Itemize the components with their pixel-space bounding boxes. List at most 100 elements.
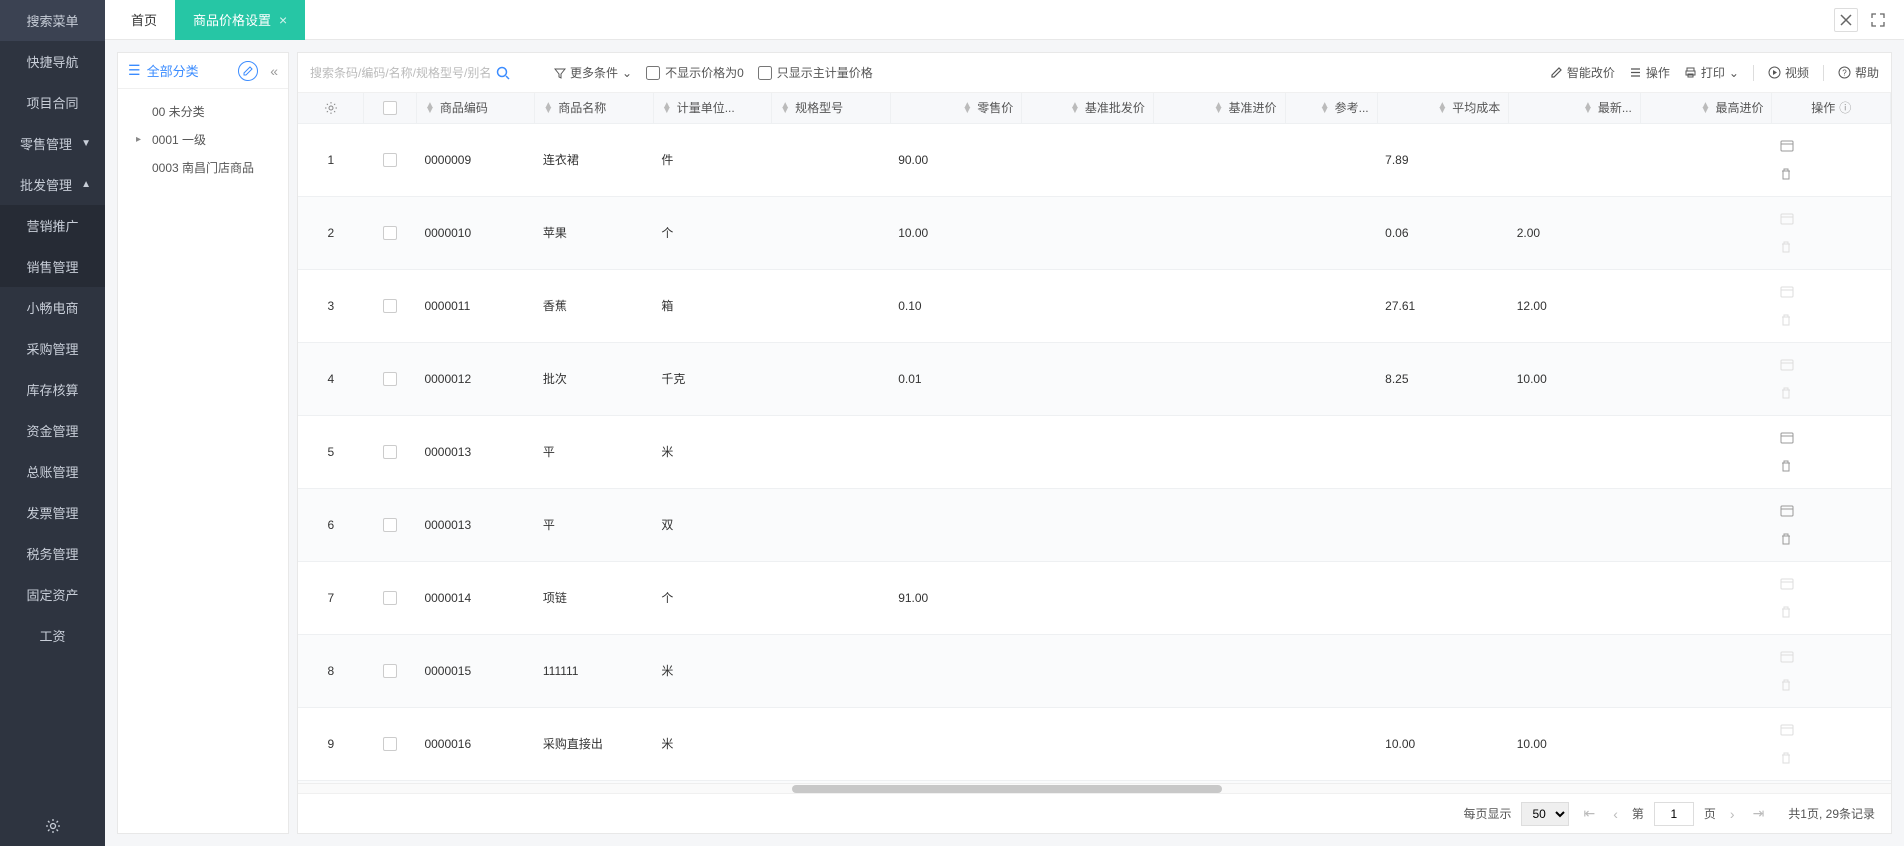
row-checkbox[interactable] xyxy=(383,445,397,459)
sidebar-item-0[interactable]: 搜索菜单 xyxy=(0,0,105,41)
search-icon[interactable] xyxy=(496,66,510,80)
sidebar-item-10[interactable]: 资金管理 xyxy=(0,410,105,451)
column-settings-icon[interactable] xyxy=(324,101,338,115)
cell-base_whole xyxy=(1022,196,1154,269)
close-all-tabs-button[interactable] xyxy=(1834,8,1858,32)
row-checkbox[interactable] xyxy=(383,299,397,313)
sidebar-item-14[interactable]: 固定资产 xyxy=(0,574,105,615)
search-input[interactable] xyxy=(310,66,496,80)
row-checkbox[interactable] xyxy=(383,372,397,386)
table-row[interactable]: 30000011香蕉箱0.1027.6112.00 xyxy=(298,269,1891,342)
col-header-retail[interactable]: ▲▼零售价 xyxy=(890,93,1022,123)
print-icon xyxy=(1684,66,1697,79)
col-header-latest[interactable]: ▲▼最新... xyxy=(1509,93,1641,123)
settings-button[interactable] xyxy=(0,806,105,846)
sidebar-item-5[interactable]: 营销推广 xyxy=(0,205,105,246)
table-row[interactable]: 70000014项链个91.00 xyxy=(298,561,1891,634)
cell-base_in xyxy=(1153,415,1285,488)
sidebar-item-label: 工资 xyxy=(39,626,65,645)
first-page-button[interactable]: ⇤ xyxy=(1579,805,1599,822)
cell-avg_cost: 8.25 xyxy=(1377,342,1509,415)
grid-scroll[interactable]: ▲▼商品编码▲▼商品名称▲▼计量单位...▲▼规格型号▲▼零售价▲▼基准批发价▲… xyxy=(298,93,1891,783)
tab-0[interactable]: 首页 xyxy=(113,0,175,40)
sidebar-item-9[interactable]: 库存核算 xyxy=(0,369,105,410)
last-page-button[interactable]: ⇥ xyxy=(1749,805,1769,822)
col-header-avg_cost[interactable]: ▲▼平均成本 xyxy=(1377,93,1509,123)
fullscreen-icon[interactable] xyxy=(1866,8,1890,32)
row-delete-icon[interactable] xyxy=(1780,533,1883,545)
sidebar-item-12[interactable]: 发票管理 xyxy=(0,492,105,533)
cell-retail xyxy=(890,415,1022,488)
tree-edit-button[interactable] xyxy=(238,61,258,81)
more-conditions-button[interactable]: 更多条件 ⌄ xyxy=(554,64,632,81)
prev-page-button[interactable]: ‹ xyxy=(1609,806,1622,822)
row-delete-icon[interactable] xyxy=(1780,168,1883,180)
horizontal-scrollbar[interactable] xyxy=(298,783,1891,793)
table-row[interactable]: 80000015111111米 xyxy=(298,634,1891,707)
row-checkbox[interactable] xyxy=(383,226,397,240)
row-edit-icon[interactable] xyxy=(1780,432,1883,444)
hide-zero-price-checkbox[interactable]: 不显示价格为0 xyxy=(646,64,744,81)
cell-spec xyxy=(772,196,890,269)
per-page-label: 每页显示 xyxy=(1463,805,1511,822)
tree-node-0[interactable]: 00 未分类 xyxy=(118,97,288,125)
cell-code: 0000014 xyxy=(416,561,534,634)
tab-close-icon[interactable]: × xyxy=(279,12,287,28)
video-button[interactable]: 视频 xyxy=(1768,64,1809,81)
col-header-code[interactable]: ▲▼商品编码 xyxy=(416,93,534,123)
tree-node-1[interactable]: ▸0001 一级 xyxy=(118,125,288,153)
table-row[interactable]: 90000016采购直接出米10.0010.00 xyxy=(298,707,1891,780)
tab-1[interactable]: 商品价格设置× xyxy=(175,0,305,40)
table-row[interactable]: 40000012批次千克0.018.2510.00 xyxy=(298,342,1891,415)
help-button[interactable]: ? 帮助 xyxy=(1838,64,1879,81)
col-header-spec[interactable]: ▲▼规格型号 xyxy=(772,93,890,123)
tree-collapse-button[interactable]: « xyxy=(264,63,278,79)
sidebar-item-6[interactable]: 销售管理 xyxy=(0,246,105,287)
row-delete-icon[interactable] xyxy=(1780,460,1883,472)
main-unit-only-checkbox[interactable]: 只显示主计量价格 xyxy=(758,64,873,81)
col-header-base_in[interactable]: ▲▼基准进价 xyxy=(1153,93,1285,123)
scrollbar-thumb[interactable] xyxy=(792,785,1222,793)
row-edit-icon[interactable] xyxy=(1780,140,1883,152)
page-input[interactable] xyxy=(1654,802,1694,826)
per-page-select[interactable]: 50 xyxy=(1521,802,1569,826)
print-dropdown[interactable]: 打印 ⌄ xyxy=(1684,64,1739,81)
sidebar-item-1[interactable]: 快捷导航 xyxy=(0,41,105,82)
tree-header-label: 全部分类 xyxy=(147,61,233,80)
tree-node-2[interactable]: 0003 南昌门店商品 xyxy=(118,153,288,181)
table-row[interactable]: 10000009连衣裙件90.007.89 xyxy=(298,123,1891,196)
col-header-ref[interactable]: ▲▼参考... xyxy=(1285,93,1377,123)
sidebar-item-13[interactable]: 税务管理 xyxy=(0,533,105,574)
sidebar-item-3[interactable]: 零售管理▼ xyxy=(0,123,105,164)
sidebar-item-7[interactable]: 小畅电商 xyxy=(0,287,105,328)
row-checkbox[interactable] xyxy=(383,737,397,751)
col-label: 最新... xyxy=(1598,99,1632,116)
table-row[interactable]: 60000013平双 xyxy=(298,488,1891,561)
cell-latest xyxy=(1509,123,1641,196)
table-row[interactable]: 20000010苹果个10.000.062.00 xyxy=(298,196,1891,269)
table-row[interactable]: 50000013平米 xyxy=(298,415,1891,488)
select-all-checkbox[interactable] xyxy=(383,101,397,115)
sidebar-item-label: 快捷导航 xyxy=(26,52,78,71)
row-checkbox[interactable] xyxy=(383,518,397,532)
col-header-idx xyxy=(298,93,364,123)
help-icon[interactable]: ⓘ xyxy=(1839,99,1851,116)
col-header-max_in[interactable]: ▲▼最高进价 xyxy=(1640,93,1772,123)
row-edit-icon[interactable] xyxy=(1780,505,1883,517)
svg-text:?: ? xyxy=(1842,69,1847,78)
sidebar-item-2[interactable]: 项目合同 xyxy=(0,82,105,123)
sidebar-item-15[interactable]: 工资 xyxy=(0,615,105,656)
row-checkbox[interactable] xyxy=(383,664,397,678)
col-header-base_whole[interactable]: ▲▼基准批发价 xyxy=(1022,93,1154,123)
smart-price-button[interactable]: 智能改价 xyxy=(1550,64,1615,81)
sidebar-item-8[interactable]: 采购管理 xyxy=(0,328,105,369)
row-checkbox[interactable] xyxy=(383,153,397,167)
col-header-name[interactable]: ▲▼商品名称 xyxy=(535,93,653,123)
row-checkbox[interactable] xyxy=(383,591,397,605)
sidebar-item-11[interactable]: 总账管理 xyxy=(0,451,105,492)
operate-dropdown[interactable]: 操作 xyxy=(1629,64,1670,81)
next-page-button[interactable]: › xyxy=(1726,806,1739,822)
sidebar-item-4[interactable]: 批发管理▲ xyxy=(0,164,105,205)
col-header-unit[interactable]: ▲▼计量单位... xyxy=(653,93,771,123)
tree-expander-icon[interactable]: ▸ xyxy=(136,134,141,145)
